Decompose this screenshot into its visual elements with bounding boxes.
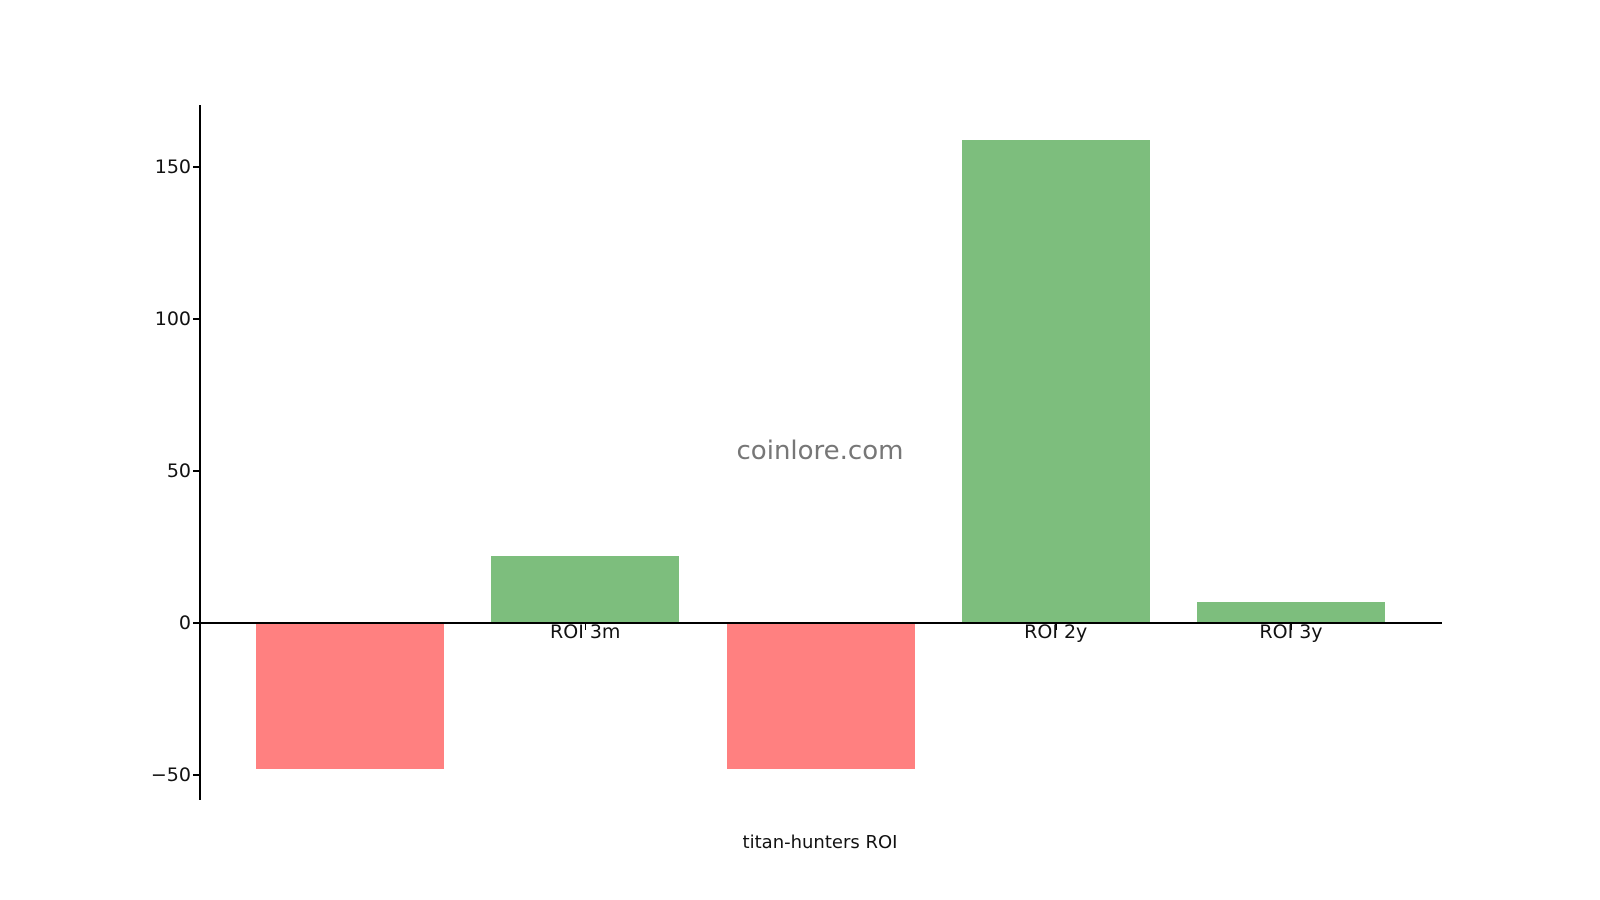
y-tick-label: 100 [154, 307, 191, 330]
x-axis-line [199, 622, 1442, 624]
y-tick-label: 150 [154, 155, 191, 178]
bar-roi-2y [961, 139, 1150, 623]
y-tick-label: −50 [150, 763, 191, 786]
x-tick-label: ROI 3m [550, 620, 621, 643]
y-tick-mark [193, 774, 200, 776]
y-tick-mark [193, 470, 200, 472]
watermark: coinlore.com [736, 436, 904, 466]
bar-col-2 [726, 623, 915, 769]
y-tick-mark [193, 318, 200, 320]
x-tick-mark [1055, 623, 1057, 630]
y-tick-mark [193, 622, 200, 624]
bar-roi-3m [491, 556, 680, 623]
chart-title: titan-hunters ROI [742, 832, 898, 853]
y-tick-label: 50 [166, 459, 191, 482]
x-tick-label: ROI 3y [1259, 620, 1323, 643]
bar-roi-3y [1197, 601, 1385, 623]
y-tick-mark [193, 166, 200, 168]
bar-col-0 [256, 623, 444, 769]
x-tick-mark [1290, 623, 1292, 630]
y-tick-label: 0 [178, 611, 191, 634]
x-tick-label: ROI 2y [1024, 620, 1088, 643]
x-tick-mark [584, 623, 586, 630]
y-axis-line [199, 105, 201, 800]
